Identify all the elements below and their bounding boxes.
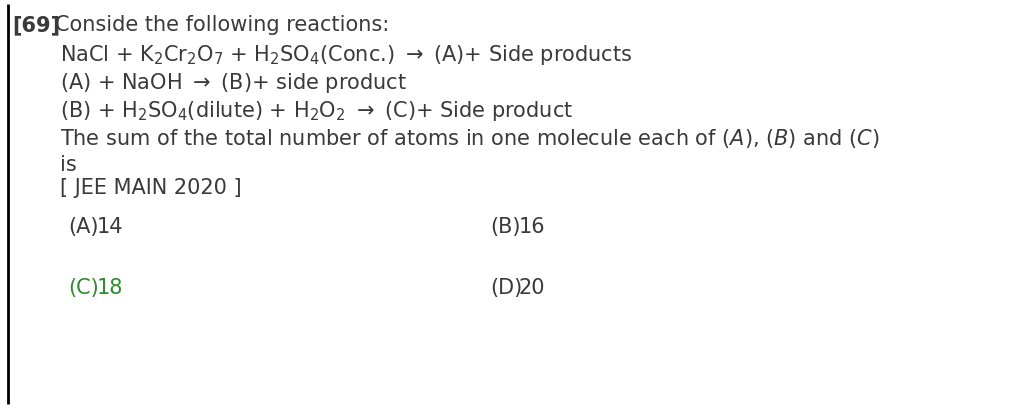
Text: The sum of the total number of atoms in one molecule each of $(A)$, $(B)$ and $(: The sum of the total number of atoms in … xyxy=(60,127,880,150)
Text: 20: 20 xyxy=(519,278,546,297)
Text: Conside the following reactions:: Conside the following reactions: xyxy=(55,15,389,35)
Text: [ JEE MAIN 2020 ]: [ JEE MAIN 2020 ] xyxy=(60,178,242,198)
Text: (A): (A) xyxy=(68,216,98,236)
Text: (A) + NaOH $\rightarrow$ (B)+ side product: (A) + NaOH $\rightarrow$ (B)+ side produ… xyxy=(60,71,408,95)
Text: is: is xyxy=(60,155,77,175)
Text: 18: 18 xyxy=(97,278,123,297)
Text: (B): (B) xyxy=(490,216,520,236)
Text: 14: 14 xyxy=(97,216,124,236)
Text: (D): (D) xyxy=(490,278,522,297)
Text: [69]: [69] xyxy=(12,15,60,35)
Text: (C): (C) xyxy=(68,278,98,297)
Text: (B) + H$_2$SO$_4$(dilute) + H$_2$O$_2$ $\rightarrow$ (C)+ Side product: (B) + H$_2$SO$_4$(dilute) + H$_2$O$_2$ $… xyxy=(60,99,573,123)
Text: NaCl + K$_2$Cr$_2$O$_7$ + H$_2$SO$_4$(Conc.) $\rightarrow$ (A)+ Side products: NaCl + K$_2$Cr$_2$O$_7$ + H$_2$SO$_4$(Co… xyxy=(60,43,633,67)
Text: 16: 16 xyxy=(519,216,546,236)
